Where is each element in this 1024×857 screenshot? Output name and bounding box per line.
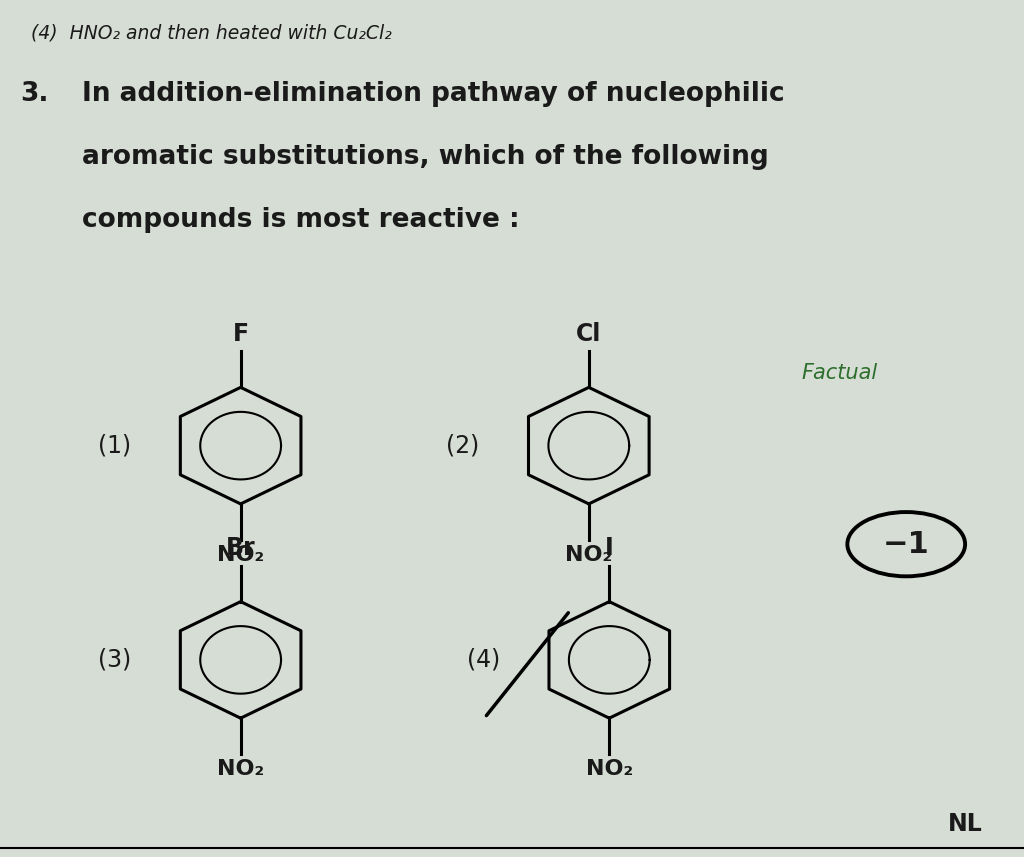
Text: −1: −1 <box>883 530 930 559</box>
Text: Cl: Cl <box>577 322 601 346</box>
Text: (4)  HNO₂ and then heated with Cu₂Cl₂: (4) HNO₂ and then heated with Cu₂Cl₂ <box>31 24 391 43</box>
Text: Factual: Factual <box>802 363 878 383</box>
Text: (3): (3) <box>98 648 131 672</box>
Text: I: I <box>605 536 613 560</box>
Text: NO₂: NO₂ <box>565 545 612 565</box>
Text: NO₂: NO₂ <box>217 545 264 565</box>
Text: NO₂: NO₂ <box>586 759 633 779</box>
Text: NL: NL <box>948 812 983 836</box>
Text: F: F <box>232 322 249 346</box>
Text: compounds is most reactive :: compounds is most reactive : <box>82 207 519 232</box>
Text: NO₂: NO₂ <box>217 759 264 779</box>
Text: Br: Br <box>226 536 255 560</box>
Text: (4): (4) <box>467 648 500 672</box>
Text: 3.: 3. <box>20 81 49 107</box>
Text: aromatic substitutions, which of the following: aromatic substitutions, which of the fol… <box>82 144 769 170</box>
Text: (2): (2) <box>446 434 479 458</box>
Text: (1): (1) <box>98 434 131 458</box>
Text: In addition-elimination pathway of nucleophilic: In addition-elimination pathway of nucle… <box>82 81 784 107</box>
